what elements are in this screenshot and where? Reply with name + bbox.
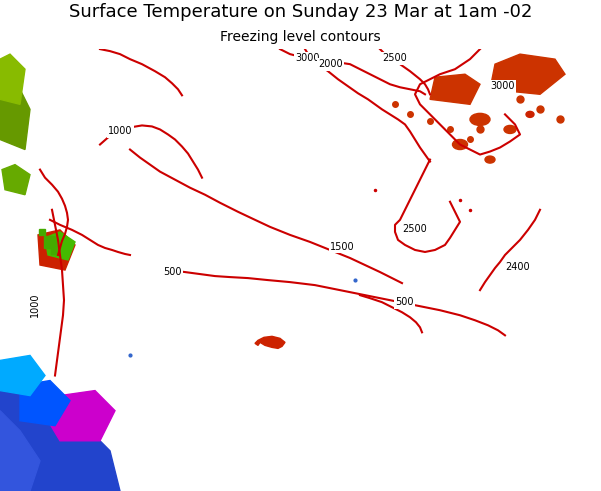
Text: 2500: 2500 [402, 224, 427, 234]
Text: 500: 500 [395, 297, 413, 307]
Polygon shape [0, 410, 40, 491]
Ellipse shape [485, 156, 495, 163]
Text: Freezing level contours: Freezing level contours [220, 30, 381, 44]
Ellipse shape [453, 139, 468, 150]
Text: 2400: 2400 [505, 262, 529, 272]
Ellipse shape [504, 125, 516, 134]
Text: 1000: 1000 [30, 293, 40, 317]
Text: Surface Temperature on Sunday 23 Mar at 1am -02: Surface Temperature on Sunday 23 Mar at … [69, 3, 532, 21]
Polygon shape [430, 74, 480, 105]
Polygon shape [45, 232, 75, 260]
Polygon shape [45, 390, 115, 441]
Polygon shape [0, 74, 30, 150]
Polygon shape [0, 54, 25, 105]
Polygon shape [0, 360, 120, 491]
Polygon shape [20, 381, 70, 426]
Text: 500: 500 [163, 267, 182, 277]
Polygon shape [38, 230, 75, 270]
Polygon shape [490, 54, 565, 94]
Ellipse shape [526, 111, 534, 117]
Text: 2000: 2000 [318, 59, 343, 69]
Ellipse shape [470, 113, 490, 125]
Text: 1500: 1500 [330, 242, 355, 252]
Text: 1000: 1000 [108, 127, 132, 136]
Polygon shape [2, 164, 30, 195]
Text: 2500: 2500 [382, 53, 407, 63]
Polygon shape [255, 336, 285, 349]
Polygon shape [0, 355, 45, 396]
Text: 3000: 3000 [295, 53, 320, 63]
Text: 3000: 3000 [490, 82, 514, 91]
